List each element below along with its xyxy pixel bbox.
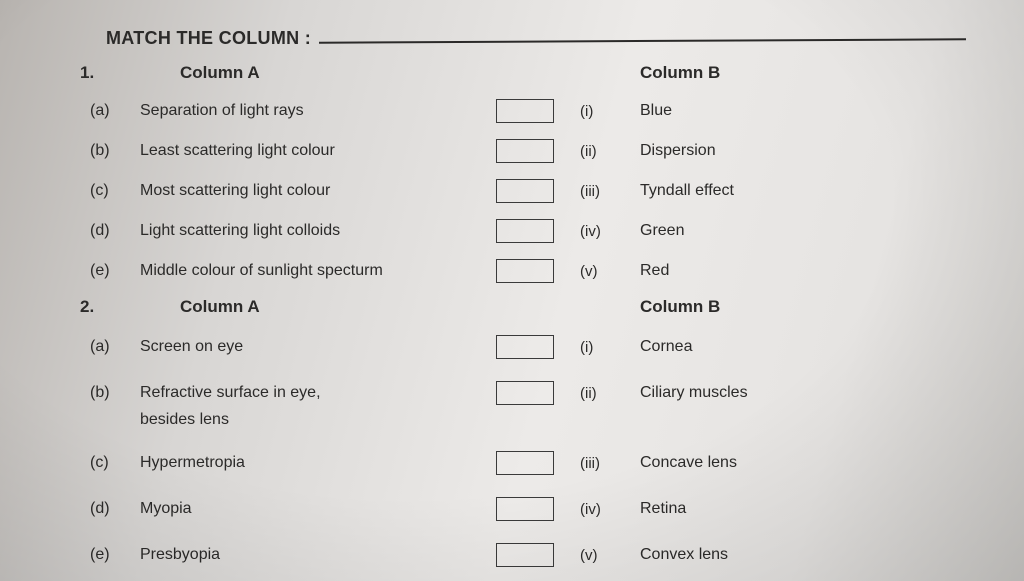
q1-iv-text: Green	[640, 222, 880, 240]
q1-row-a: (a) Separation of light rays (i) Blue	[80, 91, 976, 131]
q1-v-roman: (v)	[580, 263, 640, 280]
q1-iii-roman: (iii)	[580, 183, 640, 200]
q2-v-text: Convex lens	[640, 546, 880, 564]
q2-row-d: (d) Myopia (iv) Retina	[80, 487, 976, 531]
q2-e-text: Presbyopia	[140, 545, 470, 566]
q2-i-roman: (i)	[580, 339, 640, 356]
q1-row-b: (b) Least scattering light colour (ii) D…	[80, 131, 976, 171]
q1-v-text: Red	[640, 262, 880, 280]
q1-iv-roman: (iv)	[580, 223, 640, 240]
worksheet-sheet: MATCH THE COLUMN : 1. Column A Column B …	[0, 0, 1024, 581]
q2-c-letter: (c)	[80, 454, 140, 472]
q2-b-answer-box[interactable]	[496, 381, 554, 405]
q1-column-b-head: Column B	[640, 63, 880, 83]
q2-row-a: (a) Screen on eye (i) Cornea	[80, 325, 976, 369]
q1-ii-text: Dispersion	[640, 142, 880, 160]
q2-row-e: (e) Presbyopia (v) Convex lens	[80, 533, 976, 577]
q2-number: 2.	[80, 297, 140, 317]
q2-b-extra-text: besides lens	[140, 410, 470, 431]
question-1: 1. Column A Column B (a) Separation of l…	[80, 63, 976, 291]
heading-rule	[319, 38, 966, 43]
q1-d-letter: (d)	[80, 222, 140, 240]
q2-a-letter: (a)	[80, 338, 140, 356]
q2-d-answer-box[interactable]	[496, 497, 554, 521]
q2-iv-roman: (iv)	[580, 501, 640, 518]
q2-b-letter: (b)	[80, 384, 140, 402]
q2-ii-roman: (ii)	[580, 385, 640, 402]
q2-c-text: Hypermetropia	[140, 453, 470, 474]
q1-e-letter: (e)	[80, 262, 140, 280]
q2-e-answer-box[interactable]	[496, 543, 554, 567]
q2-row-c: (c) Hypermetropia (iii) Concave lens	[80, 441, 976, 485]
q1-b-answer-box[interactable]	[496, 139, 554, 163]
q1-ii-roman: (ii)	[580, 143, 640, 160]
q1-b-text: Least scattering light colour	[140, 141, 470, 162]
q2-column-b-head: Column B	[640, 297, 880, 317]
q2-column-a-head: Column A	[140, 297, 470, 317]
q1-c-text: Most scattering light colour	[140, 181, 470, 202]
q2-d-letter: (d)	[80, 500, 140, 518]
q2-iv-text: Retina	[640, 500, 880, 518]
q1-i-roman: (i)	[580, 103, 640, 120]
q1-header: 1. Column A Column B	[80, 63, 976, 83]
q2-row-b: (b) Refractive surface in eye, (ii) Cili…	[80, 371, 976, 415]
q1-c-letter: (c)	[80, 182, 140, 200]
q2-e-letter: (e)	[80, 546, 140, 564]
q2-i-text: Cornea	[640, 338, 880, 356]
q2-a-text: Screen on eye	[140, 337, 470, 358]
q1-a-text: Separation of light rays	[140, 101, 470, 122]
q1-d-answer-box[interactable]	[496, 219, 554, 243]
q2-iii-roman: (iii)	[580, 455, 640, 472]
q2-ii-text: Ciliary muscles	[640, 384, 880, 402]
q1-column-a-head: Column A	[140, 63, 470, 83]
q1-a-letter: (a)	[80, 102, 140, 120]
q2-a-answer-box[interactable]	[496, 335, 554, 359]
q2-b-text: Refractive surface in eye,	[140, 383, 470, 404]
q1-e-answer-box[interactable]	[496, 259, 554, 283]
q1-e-text: Middle colour of sunlight specturm	[140, 261, 470, 282]
section-heading: MATCH THE COLUMN :	[106, 28, 311, 49]
q1-b-letter: (b)	[80, 142, 140, 160]
q2-iii-text: Concave lens	[640, 454, 880, 472]
q1-iii-text: Tyndall effect	[640, 182, 880, 200]
q2-c-answer-box[interactable]	[496, 451, 554, 475]
q1-row-c: (c) Most scattering light colour (iii) T…	[80, 171, 976, 211]
q1-row-e: (e) Middle colour of sunlight specturm (…	[80, 251, 976, 291]
q1-number: 1.	[80, 63, 140, 83]
q1-row-d: (d) Light scattering light colloids (iv)…	[80, 211, 976, 251]
heading-row: MATCH THE COLUMN :	[106, 28, 976, 49]
q1-i-text: Blue	[640, 102, 880, 120]
q1-d-text: Light scattering light colloids	[140, 221, 470, 242]
q2-row-b-extra: besides lens	[80, 417, 976, 439]
q1-c-answer-box[interactable]	[496, 179, 554, 203]
question-2: 2. Column A Column B (a) Screen on eye (…	[80, 297, 976, 577]
q2-d-text: Myopia	[140, 499, 470, 520]
q2-v-roman: (v)	[580, 547, 640, 564]
q2-header: 2. Column A Column B	[80, 297, 976, 317]
q1-a-answer-box[interactable]	[496, 99, 554, 123]
